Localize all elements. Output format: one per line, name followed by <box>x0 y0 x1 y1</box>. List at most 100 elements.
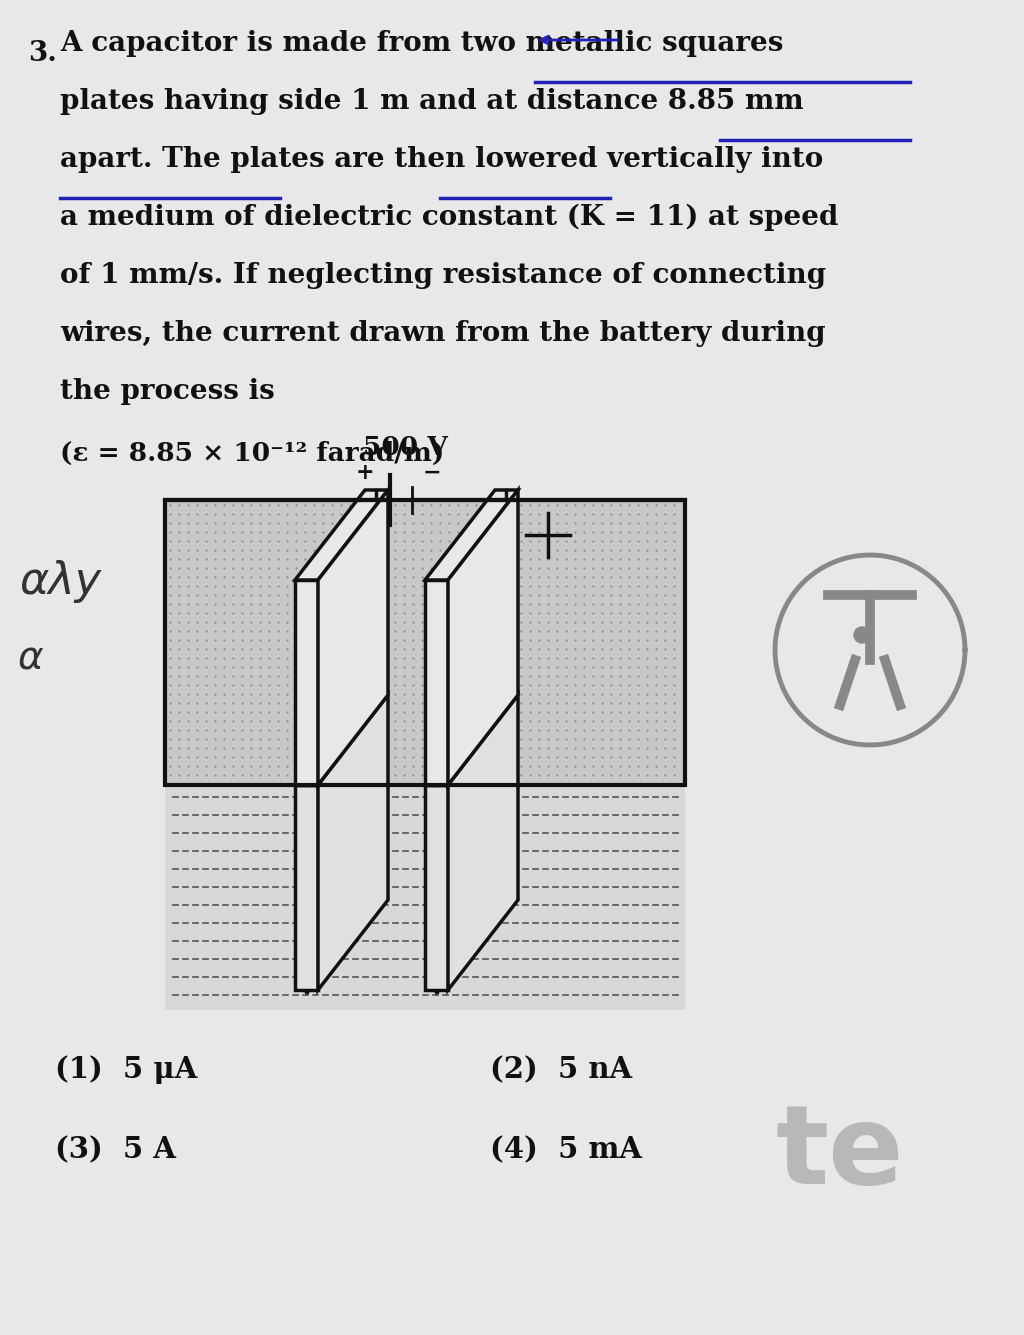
Point <box>233 674 250 696</box>
Text: (3)  5 A: (3) 5 A <box>55 1135 176 1164</box>
Point <box>602 521 618 542</box>
Point <box>296 710 312 732</box>
Text: +: + <box>355 462 375 485</box>
Point <box>170 566 186 587</box>
Point <box>296 728 312 749</box>
Point <box>422 746 438 768</box>
Point <box>341 638 357 659</box>
Point <box>666 655 682 677</box>
Point <box>638 530 654 551</box>
Point <box>288 655 304 677</box>
Point <box>414 764 430 785</box>
Point <box>162 593 178 614</box>
Point <box>359 547 376 569</box>
Point <box>179 619 196 641</box>
Point <box>431 530 447 551</box>
Point <box>269 764 286 785</box>
Point <box>333 539 349 561</box>
Point <box>170 547 186 569</box>
Point <box>224 547 241 569</box>
Point <box>666 737 682 758</box>
Point <box>557 710 573 732</box>
Point <box>179 530 196 551</box>
Point <box>377 764 393 785</box>
Point <box>548 665 564 686</box>
Point <box>575 547 592 569</box>
Point <box>206 521 222 542</box>
Point <box>450 566 466 587</box>
Point <box>404 521 421 542</box>
Point <box>566 593 583 614</box>
Point <box>188 692 205 713</box>
Point <box>557 557 573 578</box>
Point <box>188 710 205 732</box>
Point <box>548 629 564 650</box>
Point <box>611 764 628 785</box>
Point <box>269 682 286 704</box>
Point <box>540 575 556 597</box>
Polygon shape <box>425 785 449 991</box>
Point <box>431 503 447 525</box>
Point <box>341 764 357 785</box>
Point <box>296 655 312 677</box>
Point <box>233 583 250 605</box>
Point <box>251 718 267 740</box>
Point <box>485 692 502 713</box>
Point <box>548 611 564 633</box>
Point <box>377 566 393 587</box>
Point <box>314 611 331 633</box>
Point <box>638 638 654 659</box>
Point <box>414 638 430 659</box>
Point <box>251 511 267 533</box>
Point <box>459 611 475 633</box>
Point <box>621 638 637 659</box>
Point <box>521 701 538 722</box>
Point <box>224 754 241 776</box>
Point <box>215 619 231 641</box>
Point <box>170 754 186 776</box>
Point <box>566 665 583 686</box>
Point <box>377 647 393 669</box>
Point <box>476 692 493 713</box>
Point <box>279 539 295 561</box>
Point <box>467 701 483 722</box>
Point <box>495 647 511 669</box>
Point <box>314 539 331 561</box>
Point <box>359 539 376 561</box>
Point <box>621 764 637 785</box>
Point <box>188 728 205 749</box>
Point <box>170 692 186 713</box>
Point <box>188 521 205 542</box>
Point <box>602 575 618 597</box>
Point <box>530 547 547 569</box>
Point <box>575 764 592 785</box>
Point <box>557 647 573 669</box>
Point <box>530 665 547 686</box>
Point <box>575 539 592 561</box>
Point <box>224 593 241 614</box>
Point <box>512 655 528 677</box>
Point <box>440 638 457 659</box>
Point <box>305 583 322 605</box>
Point <box>350 665 367 686</box>
Point <box>251 682 267 704</box>
Point <box>233 746 250 768</box>
Point <box>341 494 357 515</box>
Point <box>269 674 286 696</box>
Point <box>548 674 564 696</box>
Point <box>288 692 304 713</box>
Point <box>188 583 205 605</box>
Point <box>647 611 664 633</box>
Point <box>566 655 583 677</box>
Point <box>530 737 547 758</box>
Text: apart. The plates are then lowered vertically into: apart. The plates are then lowered verti… <box>60 146 823 174</box>
Point <box>540 728 556 749</box>
Point <box>369 665 385 686</box>
Point <box>566 746 583 768</box>
Point <box>459 530 475 551</box>
Point <box>269 511 286 533</box>
Point <box>359 638 376 659</box>
Point <box>476 619 493 641</box>
Point <box>170 710 186 732</box>
Point <box>179 728 196 749</box>
